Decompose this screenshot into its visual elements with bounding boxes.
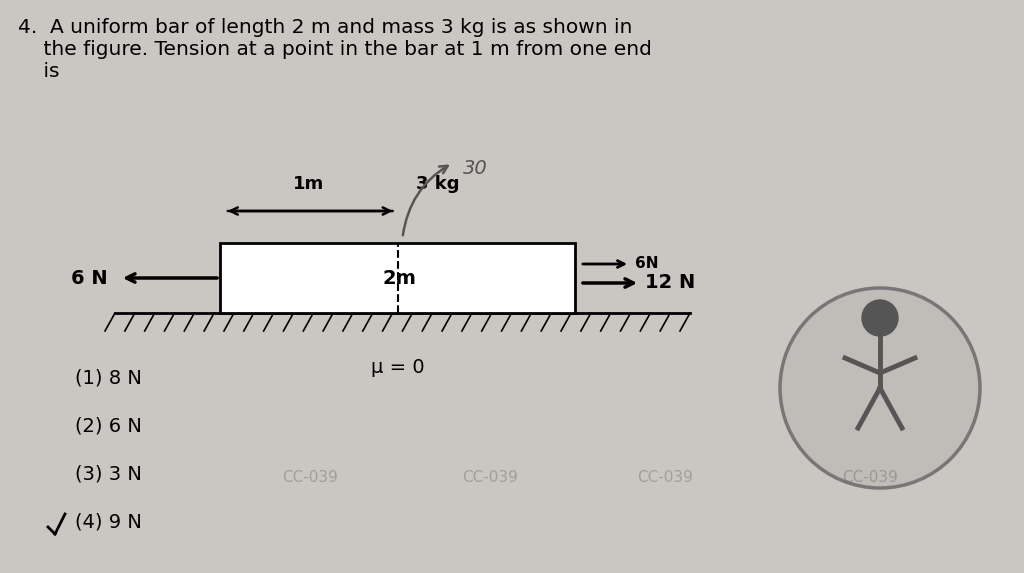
Text: (1) 8 N: (1) 8 N bbox=[75, 368, 142, 387]
Text: (2) 6 N: (2) 6 N bbox=[75, 417, 142, 435]
Text: 6N: 6N bbox=[635, 257, 658, 272]
Text: CC-039: CC-039 bbox=[462, 470, 518, 485]
Text: 12 N: 12 N bbox=[645, 273, 695, 292]
Text: 30: 30 bbox=[463, 159, 487, 178]
Text: (3) 3 N: (3) 3 N bbox=[75, 465, 142, 484]
Text: the figure. Tension at a point in the bar at 1 m from one end: the figure. Tension at a point in the ba… bbox=[18, 40, 652, 59]
Text: (4) 9 N: (4) 9 N bbox=[75, 512, 142, 532]
Text: μ = 0: μ = 0 bbox=[371, 358, 424, 377]
Circle shape bbox=[780, 288, 980, 488]
Text: is: is bbox=[18, 62, 59, 81]
Bar bbox=[220, 243, 575, 313]
Text: 4.  A uniform bar of length 2 m and mass 3 kg is as shown in: 4. A uniform bar of length 2 m and mass … bbox=[18, 18, 633, 37]
Text: CC-039: CC-039 bbox=[282, 470, 338, 485]
Text: 2m: 2m bbox=[383, 269, 417, 288]
Text: 6 N: 6 N bbox=[72, 269, 108, 288]
Circle shape bbox=[862, 300, 898, 336]
Text: 1m: 1m bbox=[293, 175, 325, 193]
Text: CC-039: CC-039 bbox=[842, 470, 898, 485]
Text: 3 kg: 3 kg bbox=[416, 175, 459, 193]
Text: CC-039: CC-039 bbox=[637, 470, 693, 485]
